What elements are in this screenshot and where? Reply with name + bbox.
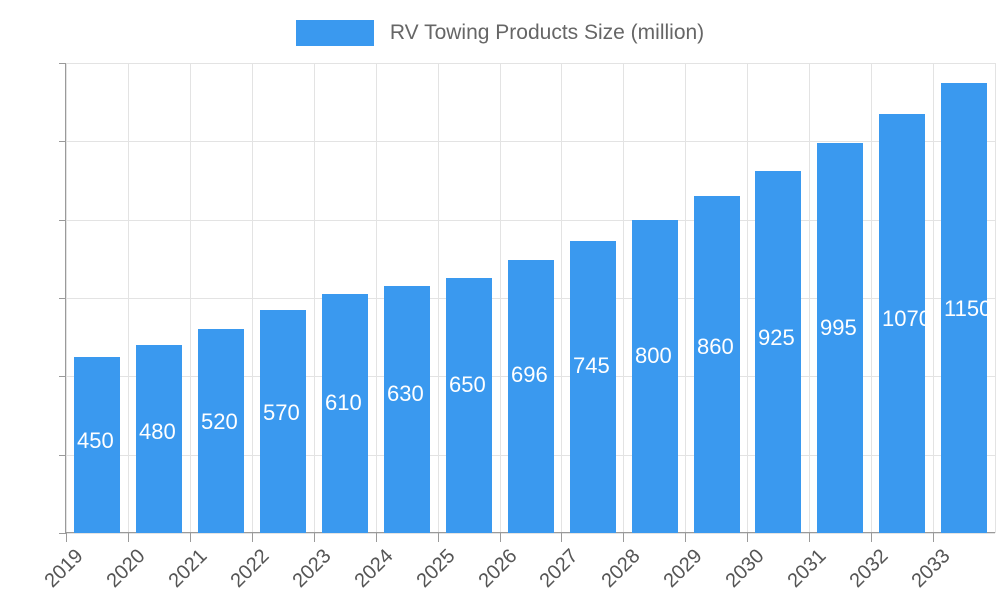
x-tick-label: 2026 [474,545,522,593]
gridline-vertical [685,63,686,533]
x-tick-label: 2019 [40,545,88,593]
x-tick-label: 2020 [102,545,150,593]
gridline-vertical [933,63,934,533]
gridline-vertical [623,63,624,533]
bar[interactable] [74,357,120,533]
x-tick-mark [128,533,129,542]
bar[interactable] [508,260,554,533]
y-tick-mark [59,141,66,142]
x-tick-label: 2027 [535,545,583,593]
bar[interactable] [817,143,863,533]
bar[interactable] [136,345,182,533]
gridline-horizontal [66,63,995,64]
gridline-vertical [809,63,810,533]
x-tick-label: 2029 [659,545,707,593]
legend-series-label: RV Towing Products Size (million) [389,21,705,44]
x-tick-mark [500,533,501,542]
gridline-vertical [314,63,315,533]
gridline-vertical [561,63,562,533]
x-tick-mark [314,533,315,542]
x-tick-mark [66,533,67,542]
x-tick-label: 2023 [288,545,336,593]
x-tick-mark [252,533,253,542]
gridline-vertical [128,63,129,533]
bar[interactable] [755,171,801,533]
bar[interactable] [632,220,678,533]
x-tick-label: 2025 [412,545,460,593]
gridline-horizontal [66,141,995,142]
x-tick-mark [623,533,624,542]
x-tick-label: 2032 [845,545,893,593]
x-tick-label: 2021 [164,545,212,593]
bar[interactable] [879,114,925,533]
gridline-horizontal [66,533,995,534]
x-tick-mark [809,533,810,542]
gridline-vertical [66,63,67,533]
gridline-vertical [871,63,872,533]
gridline-vertical [252,63,253,533]
x-tick-label: 2028 [597,545,645,593]
bar[interactable] [260,310,306,533]
x-tick-mark [747,533,748,542]
legend-swatch-icon [295,20,374,46]
y-tick-mark [59,220,66,221]
gridline-vertical [376,63,377,533]
gridline-vertical [190,63,191,533]
bar[interactable] [570,241,616,533]
x-tick-mark [438,533,439,542]
x-tick-mark [871,533,872,542]
gridline-vertical [500,63,501,533]
y-tick-mark [59,63,66,64]
chart-legend: RV Towing Products Size (million) [0,16,1000,50]
x-tick-label: 2024 [350,545,398,593]
plot-area: 020040060080010001200 201920202021202220… [41,63,996,592]
bar[interactable] [198,329,244,533]
x-tick-label: 2022 [226,545,274,593]
gridline-horizontal [66,220,995,221]
x-tick-mark [933,533,934,542]
bar[interactable] [941,83,987,533]
y-tick-mark [59,298,66,299]
x-tick-mark [561,533,562,542]
bar[interactable] [322,294,368,533]
x-tick-label: 2030 [721,545,769,593]
x-tick-mark [376,533,377,542]
gridline-vertical [438,63,439,533]
gridline-vertical [747,63,748,533]
bar[interactable] [384,286,430,533]
x-tick-mark [685,533,686,542]
y-tick-mark [59,376,66,377]
y-tick-mark [59,533,66,534]
x-tick-label: 2031 [783,545,831,593]
y-tick-mark [59,455,66,456]
gridline-vertical [995,63,996,533]
x-tick-mark [190,533,191,542]
bar[interactable] [446,278,492,533]
x-tick-label: 2033 [907,545,955,593]
bar[interactable] [694,196,740,533]
